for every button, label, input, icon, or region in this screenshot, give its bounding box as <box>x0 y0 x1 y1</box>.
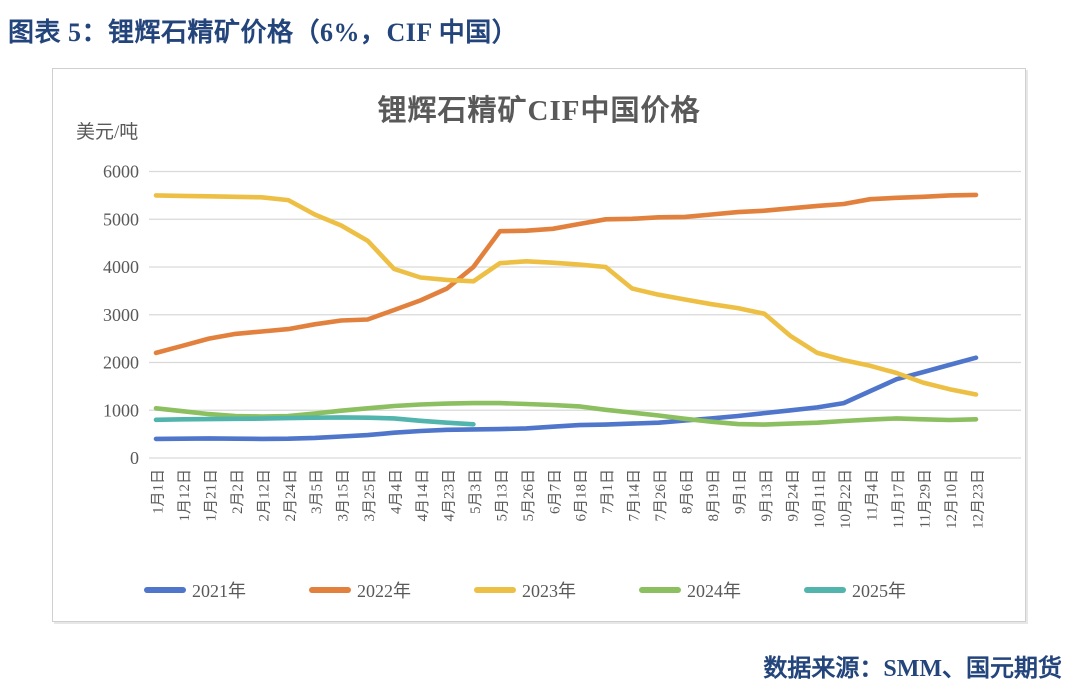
series-line-2021年 <box>153 355 979 442</box>
x-tick-label: 2月12日 <box>256 469 272 522</box>
x-tick-label: 5月3日 <box>468 469 484 514</box>
x-tick-label: 12月23日 <box>971 469 987 529</box>
legend-mark-icon <box>474 587 516 593</box>
x-tick-label: 8月6日 <box>680 469 696 514</box>
y-tick-label: 1000 <box>103 400 139 420</box>
y-axis-unit-label: 美元/吨 <box>76 122 139 143</box>
x-tick-label: 9月1日 <box>732 469 748 514</box>
x-tick-label: 6月18日 <box>574 469 590 522</box>
x-tick-label: 4月14日 <box>415 469 431 522</box>
x-tick-label: 12月10日 <box>944 469 960 529</box>
x-tick-label: 5月13日 <box>494 469 510 522</box>
y-tick-label: 0 <box>130 448 139 468</box>
x-tick-label: 10月11日 <box>812 469 828 528</box>
x-tick-label: 2月2日 <box>230 469 246 514</box>
legend-entry: 2025年 <box>804 577 906 603</box>
series-line-2025年 <box>153 415 476 427</box>
legend-entry: 2024年 <box>639 577 741 603</box>
x-tick-label: 4月23日 <box>441 469 457 522</box>
x-tick-label: 11月4日 <box>865 469 881 521</box>
legend-entry: 2022年 <box>309 577 411 603</box>
y-tick-label: 2000 <box>103 353 139 373</box>
x-tick-label: 3月15日 <box>336 469 352 522</box>
legend-mark-icon <box>144 587 186 593</box>
x-tick-label: 3月5日 <box>309 469 325 514</box>
legend-label: 2022年 <box>357 581 411 601</box>
x-tick-label: 1月1日 <box>151 469 167 514</box>
x-tick-label: 9月13日 <box>759 469 775 522</box>
series-line-2022年 <box>153 192 979 356</box>
legend-label: 2023年 <box>522 581 576 601</box>
legend-entry: 2021年 <box>144 577 246 603</box>
x-tick-label: 10月22日 <box>838 469 854 529</box>
legend-label: 2021年 <box>192 581 246 601</box>
x-tick-label: 2月24日 <box>283 469 299 522</box>
series-line-2024年 <box>153 400 979 427</box>
legend-label: 2025年 <box>852 581 906 601</box>
legend-mark-icon <box>639 587 681 593</box>
y-tick-label: 6000 <box>103 162 139 182</box>
chart-title: 锂辉石精矿CIF中国价格 <box>377 95 701 127</box>
x-tick-label: 5月26日 <box>521 469 537 522</box>
x-tick-label: 8月19日 <box>706 469 722 522</box>
x-tick-label: 7月1日 <box>600 469 616 514</box>
figure-caption: 图表 5：锂辉石精矿价格（6%，CIF 中国） <box>8 18 519 47</box>
price-line-chart: 0 1000 2000 3000 4000 5000 6000 1月1日 1月12日 1月21日 2… <box>103 162 1021 529</box>
x-tick-label: 1月12日 <box>177 469 193 522</box>
y-tick-label: 3000 <box>103 305 139 325</box>
x-tick-label: 9月24日 <box>785 469 801 522</box>
legend-entry: 2023年 <box>474 577 576 603</box>
legend-label: 2024年 <box>687 581 741 601</box>
y-tick-label: 5000 <box>103 209 139 229</box>
chart-card: 锂辉石精矿CIF中国价格 美元/吨 0 1000 2000 3000 4000 5000 6… <box>52 68 1026 622</box>
x-tick-label: 1月21日 <box>203 469 219 522</box>
x-tick-label: 6月7日 <box>547 469 563 514</box>
x-tick-label: 7月26日 <box>653 469 669 522</box>
x-tick-label: 4月4日 <box>389 469 405 514</box>
legend-mark-icon <box>804 587 846 593</box>
y-tick-label: 4000 <box>103 257 139 277</box>
legend-mark-icon <box>309 587 351 593</box>
x-tick-label: 11月17日 <box>891 469 907 528</box>
x-tick-label: 11月29日 <box>918 469 934 528</box>
x-tick-label: 7月14日 <box>627 469 643 522</box>
chart-legend: 2021年 2022年 2023年 2024年 2025年 <box>144 578 906 602</box>
series-line-2023年 <box>153 193 979 397</box>
x-tick-label: 3月25日 <box>362 469 378 522</box>
data-source: 数据来源：SMM、国元期货 <box>763 656 1062 682</box>
